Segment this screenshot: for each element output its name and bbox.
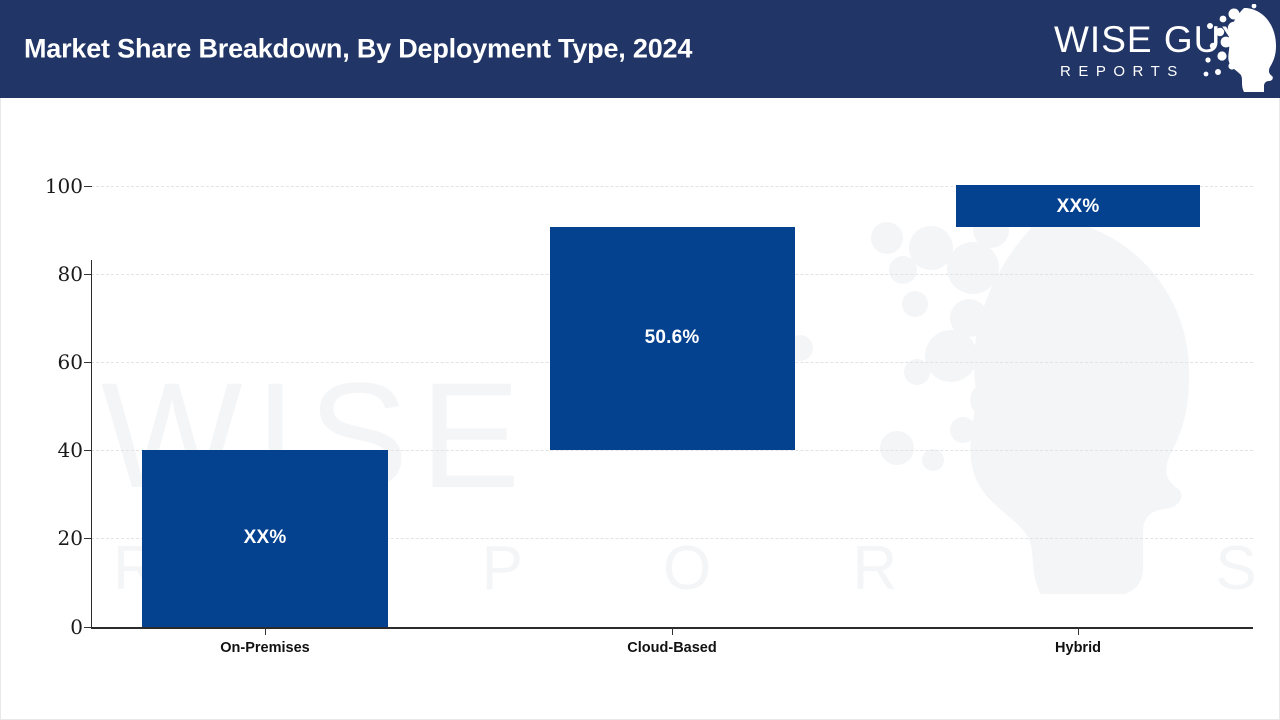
page-header: Market Share Breakdown, By Deployment Ty…: [0, 0, 1280, 98]
ytick-mark-40: [84, 450, 92, 451]
xtick-mark-hybrid: [1078, 627, 1079, 635]
xtick-label-on-premises: On-Premises: [220, 640, 310, 656]
bar-on-premises[interactable]: [142, 450, 388, 627]
bar-label-hybrid: XX%: [1056, 196, 1100, 217]
bar-label-cloud-based: 50.6%: [644, 327, 700, 348]
xtick-label-cloud-based: Cloud-Based: [627, 640, 717, 656]
bar-cloud-based[interactable]: [550, 227, 795, 450]
svg-text:REPORTS: REPORTS: [1060, 63, 1185, 80]
xtick-mark-on-premises: [265, 627, 266, 635]
ytick-label-80: 80: [57, 262, 83, 286]
gridline-20: [91, 538, 1253, 539]
ytick-label-20: 20: [57, 526, 83, 550]
ytick-label-0: 0: [70, 615, 83, 639]
xtick-label-hybrid: Hybrid: [1055, 640, 1101, 656]
svg-text:WISE GUY: WISE GUY: [1054, 19, 1247, 60]
gridline-100: [91, 186, 1253, 187]
xtick-mark-cloud-based: [672, 627, 673, 635]
bar-label-on-premises: XX%: [243, 527, 287, 548]
ytick-mark-80: [84, 274, 92, 275]
ytick-mark-60: [84, 362, 92, 363]
ytick-mark-20: [84, 538, 92, 539]
ytick-label-100: 100: [44, 174, 83, 198]
wise-guy-reports-logo: WISE GUY REPORTS: [1048, 4, 1276, 94]
ytick-label-40: 40: [57, 438, 83, 462]
ytick-mark-0: [84, 627, 92, 628]
chart-body: WISE R E P O R T S: [0, 98, 1280, 720]
bar-hybrid[interactable]: [956, 185, 1200, 227]
ytick-label-60: 60: [57, 350, 83, 374]
bar-chart: 100 80 60 40 20 0 XX% 50.6% XX% On-Premi…: [1, 98, 1279, 719]
page-title: Market Share Breakdown, By Deployment Ty…: [24, 33, 693, 64]
gridline-40: [91, 450, 1253, 451]
y-axis-line: [91, 260, 92, 627]
ytick-mark-100: [84, 186, 92, 187]
